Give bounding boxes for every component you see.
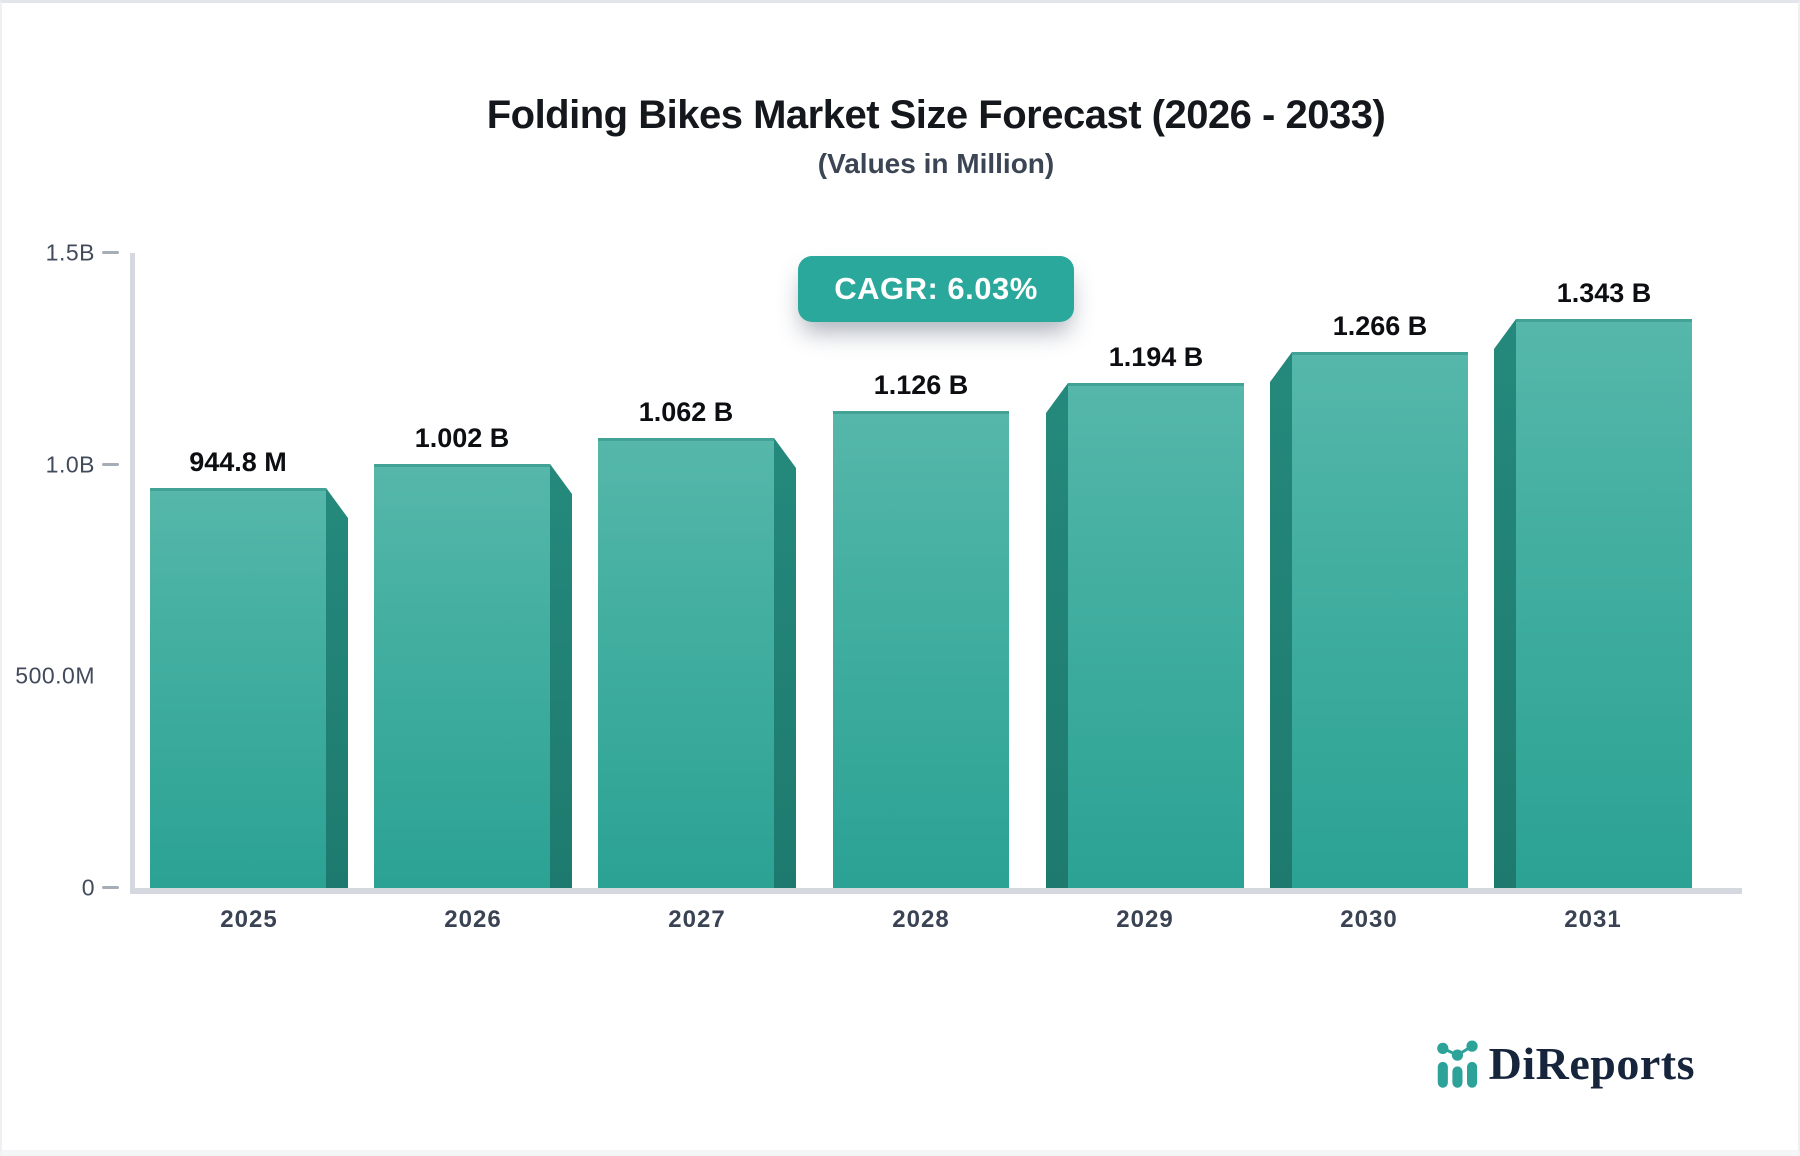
bar-group-2027: 1.062 B [598, 397, 796, 888]
x-axis-label-2027: 2027 [668, 906, 726, 933]
bar-group-2025: 944.8 M [150, 447, 348, 888]
bar [1068, 383, 1244, 888]
bars-row: 944.8 M 1.002 B 1.062 B 1.126 B 1.194 B 1.266… [150, 253, 1692, 888]
bar-3d-side [1046, 383, 1068, 888]
bar-value-label: 1.266 B [1332, 311, 1428, 341]
bar-3d-side [550, 464, 572, 888]
bar-group-2028: 1.126 B [822, 370, 1020, 888]
y-axis-tick-label: 500.0M [15, 662, 95, 689]
x-axis-label-2028: 2028 [892, 906, 950, 933]
bar-value-label: 1.343 B [1556, 278, 1652, 308]
x-axis-label-2031: 2031 [1564, 906, 1622, 933]
bar [1516, 319, 1692, 888]
bar [1292, 352, 1468, 888]
cagr-badge-row: CAGR: 6.03% [130, 256, 1742, 322]
x-axis-baseline [130, 888, 1742, 894]
y-axis-tick-dash [102, 463, 119, 466]
brand-logo: DiReports [1435, 1036, 1695, 1090]
bar [833, 411, 1009, 888]
x-axis-label-2030: 2030 [1340, 906, 1398, 933]
bar [374, 464, 550, 888]
bar-group-2031: 1.343 B [1494, 278, 1692, 888]
y-axis-line [130, 253, 135, 894]
bar [150, 488, 326, 888]
bar-value-label: 944.8 M [189, 447, 287, 477]
bar-group-2030: 1.266 B [1270, 311, 1468, 888]
brand-logo-text: DiReports [1488, 1038, 1695, 1089]
bar-3d-side [1494, 319, 1516, 888]
plot-area: 944.8 M 1.002 B 1.062 B 1.126 B 1.194 B 1.266… [130, 253, 1742, 894]
x-axis-label-2026: 2026 [444, 906, 502, 933]
y-axis-tick-label: 0 [81, 874, 95, 901]
y-axis-tick-label: 1.0B [45, 451, 95, 478]
bar-3d-side [326, 488, 348, 888]
cagr-badge: CAGR: 6.03% [798, 256, 1074, 322]
chart-title: Folding Bikes Market Size Forecast (2026… [486, 93, 1386, 137]
bar-3d-side [774, 438, 796, 888]
chart-subtitle: (Values in Million) [817, 148, 1055, 179]
x-axis-label-2029: 2029 [1116, 906, 1174, 933]
bar-chart-trend-icon [1436, 1040, 1478, 1088]
bar-group-2026: 1.002 B [374, 423, 572, 888]
y-axis-tick-dash [102, 251, 119, 254]
y-axis: 0 500.0M 1.0B 1.5B [0, 240, 125, 901]
bar-value-label: 1.194 B [1108, 342, 1204, 372]
bar-value-label: 1.126 B [873, 370, 969, 400]
x-axis-label-2025: 2025 [220, 906, 278, 933]
y-axis-tick-dash [102, 886, 119, 889]
bar-group-2029: 1.194 B [1046, 342, 1244, 888]
bar [598, 438, 774, 888]
bar-value-label: 1.062 B [638, 397, 734, 427]
y-axis-tick-label: 1.5B [45, 239, 95, 266]
bar-value-label: 1.002 B [414, 423, 510, 453]
x-axis-labels: 2025 2026 2027 2028 2029 2030 2031 [150, 906, 1692, 934]
bar-3d-side [1270, 352, 1292, 888]
